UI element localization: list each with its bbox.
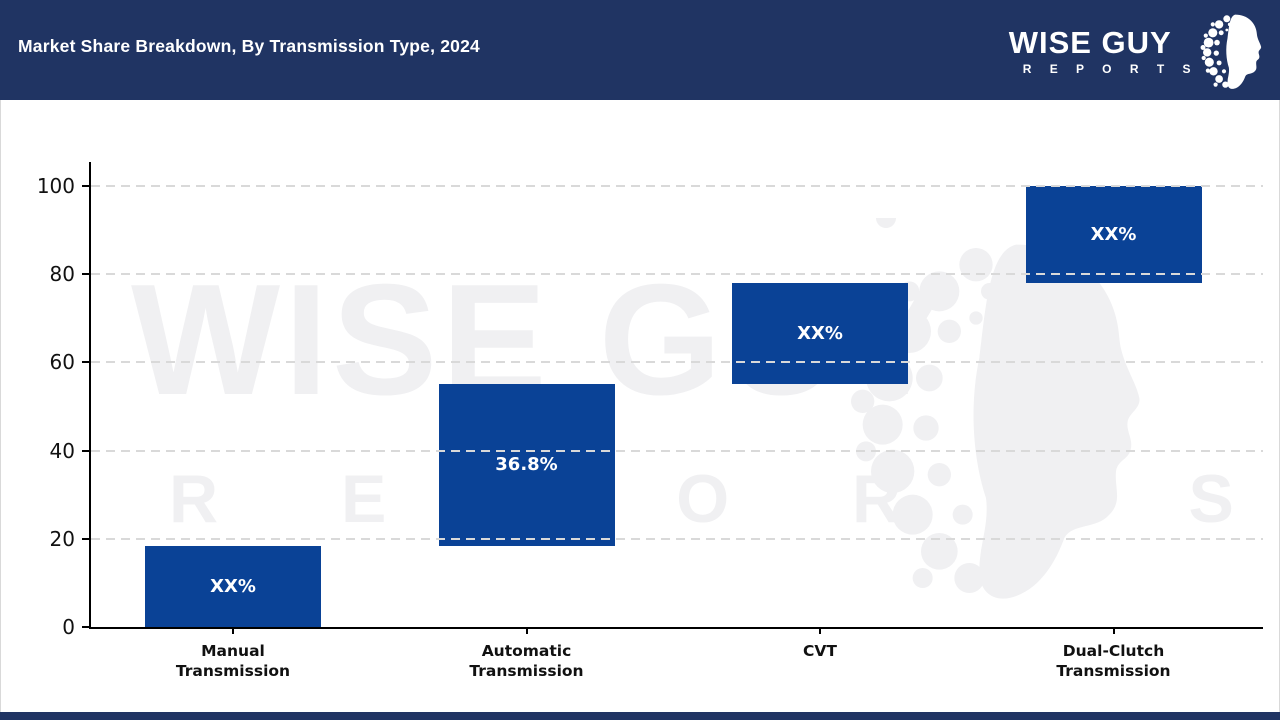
- y-tick-mark: [82, 273, 89, 276]
- x-tick-mark: [232, 627, 234, 634]
- brand-name: WISE GUY: [1008, 25, 1172, 60]
- y-tick-label: 60: [49, 350, 75, 375]
- gridline-60: [91, 361, 1263, 364]
- waterfall-chart: 0 20 40 60 80 100 XX% 36.8% XX% XX% Manual Transmis…: [37, 162, 1263, 680]
- y-tick-mark: [82, 449, 89, 452]
- footer-band: [0, 712, 1280, 720]
- y-tick-label: 40: [49, 438, 75, 463]
- brand-logo-text: WISE GUY R E P O R T S: [1008, 25, 1198, 77]
- x-tick-mark: [1112, 627, 1115, 634]
- y-tick-mark: [82, 626, 89, 628]
- x-tick-mark: [525, 627, 528, 634]
- page-title: Market Share Breakdown, By Transmission …: [18, 36, 480, 56]
- x-category-label: Automatic Transmission: [469, 642, 584, 680]
- gridline-20: [91, 537, 1263, 540]
- bar-value-label: XX%: [1090, 224, 1137, 246]
- x-tick-mark: [819, 627, 821, 634]
- bar-segment: 36.8%: [438, 383, 615, 546]
- chart-area: WISE GUY R E P O R T S 0 20 40 60 80 100 XX% 36…: [0, 100, 1280, 712]
- y-tick-label: 0: [62, 615, 75, 639]
- x-category-label: Dual-Clutch Transmission: [1056, 642, 1171, 680]
- y-tick-label: 80: [49, 262, 75, 287]
- y-tick-label: 20: [49, 526, 75, 551]
- brand-subtitle: R E P O R T S: [1022, 62, 1198, 76]
- bar-segment: XX%: [145, 545, 321, 627]
- y-tick-mark: [82, 361, 89, 364]
- bar-value-label: XX%: [210, 575, 256, 597]
- gridline-100: [91, 185, 1263, 187]
- bar-value-label: XX%: [797, 322, 843, 344]
- bar-segment: XX%: [732, 283, 908, 384]
- bar-segment: XX%: [1025, 186, 1202, 284]
- dotted-head-icon: [1200, 14, 1262, 89]
- x-category-label: CVT: [803, 642, 837, 660]
- bar-value-label: 36.8%: [495, 454, 558, 476]
- header-band: Market Share Breakdown, By Transmission …: [0, 0, 1280, 100]
- gridline-40: [91, 449, 1263, 452]
- x-category-label: Manual Transmission: [175, 642, 291, 680]
- brand-logo: WISE GUY R E P O R T S: [1009, 8, 1270, 94]
- y-tick-mark: [82, 537, 89, 540]
- y-tick-label: 100: [36, 174, 75, 198]
- gridline-80: [91, 273, 1263, 276]
- y-tick-mark: [82, 185, 89, 187]
